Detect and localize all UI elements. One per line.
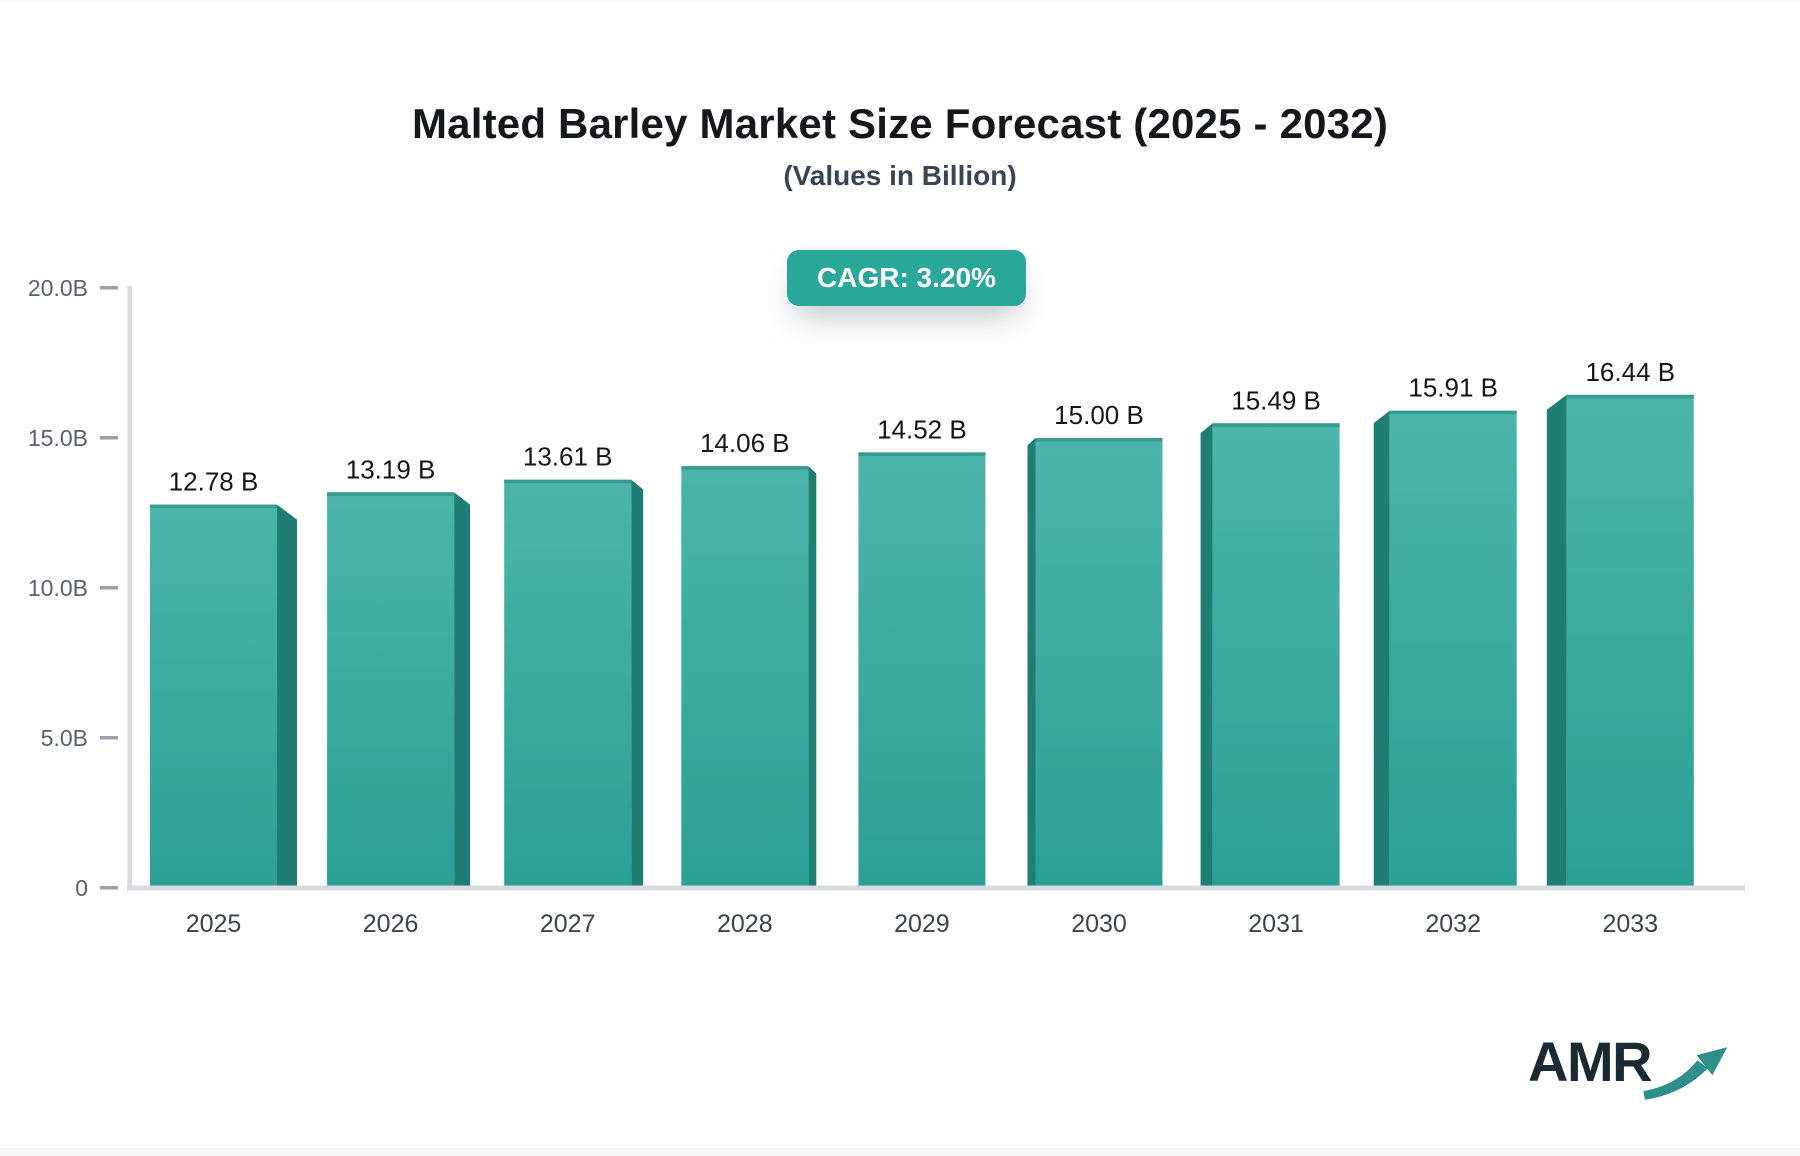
bar-top-edge <box>1035 438 1163 442</box>
bar-face <box>858 452 986 890</box>
bar-face <box>1212 423 1340 890</box>
bar-value-label: 13.61 B <box>523 442 613 472</box>
bar-top-edge <box>327 492 455 496</box>
cagr-badge: CAGR: 3.20% <box>787 250 1026 306</box>
bar-top-edge <box>681 466 809 470</box>
bar-face <box>1035 438 1163 890</box>
x-category-label: 2029 <box>894 910 950 938</box>
bar-face <box>327 492 455 890</box>
bar-side <box>631 479 644 890</box>
x-category-label: 2027 <box>540 910 596 938</box>
bar-top-edge <box>1212 423 1340 427</box>
bar-face <box>150 504 277 890</box>
bar-side <box>1373 410 1390 890</box>
y-tick <box>100 436 118 440</box>
top-edge-strip <box>0 0 1800 3</box>
bottom-edge-strip <box>0 1148 1800 1156</box>
bar-face <box>681 466 809 890</box>
y-tick-label: 0 <box>75 875 88 901</box>
bar-top-edge <box>1566 394 1694 399</box>
bar-top-edge <box>858 452 986 456</box>
bar-value-label: 16.44 B <box>1585 357 1675 387</box>
y-tick <box>100 286 118 290</box>
bar-value-label: 15.00 B <box>1054 400 1144 430</box>
bar-top-edge <box>1389 410 1517 415</box>
bar-top-edge <box>504 479 632 484</box>
x-category-label: 2031 <box>1248 910 1304 938</box>
bar-side <box>1027 438 1036 890</box>
chart-title: Malted Barley Market Size Forecast (2025… <box>411 100 1389 147</box>
chart-subtitle: (Values in Billion) <box>783 160 1017 191</box>
bar-value-label: 15.49 B <box>1231 385 1321 415</box>
x-category-label: 2030 <box>1071 910 1127 938</box>
amr-logo-text: AMR <box>1528 1030 1653 1093</box>
y-axis-line <box>127 286 132 888</box>
amr-logo: AMR <box>1528 1034 1731 1105</box>
bar-face <box>1389 410 1517 890</box>
x-category-label: 2028 <box>717 910 773 938</box>
x-axis-line <box>127 885 1745 891</box>
bar-value-label: 14.06 B <box>700 428 790 458</box>
y-tick <box>100 736 118 740</box>
bar-side <box>808 466 817 890</box>
y-tick <box>100 886 118 890</box>
x-category-label: 2026 <box>363 910 419 938</box>
x-category-label: 2025 <box>186 910 242 938</box>
y-tick <box>100 586 118 590</box>
bar-value-label: 15.91 B <box>1408 373 1498 403</box>
bar-side <box>454 492 471 890</box>
y-tick-label: 10.0B <box>28 575 88 601</box>
x-category-label: 2032 <box>1425 910 1481 938</box>
y-tick-label: 20.0B <box>28 275 88 301</box>
y-tick-label: 5.0B <box>41 725 88 751</box>
bar-side <box>277 504 297 890</box>
trend-arrow-icon <box>1643 1047 1728 1100</box>
bar-value-label: 12.78 B <box>169 467 259 497</box>
bar-face <box>1566 394 1694 890</box>
y-tick-label: 15.0B <box>28 425 88 451</box>
bar-value-label: 13.19 B <box>346 454 436 484</box>
bar-value-label: 14.52 B <box>877 414 967 444</box>
x-category-label: 2033 <box>1602 910 1658 938</box>
bar-face <box>504 479 632 890</box>
bar-side <box>1200 423 1213 890</box>
bar-side <box>1546 394 1567 890</box>
bar-top-edge <box>150 504 277 509</box>
